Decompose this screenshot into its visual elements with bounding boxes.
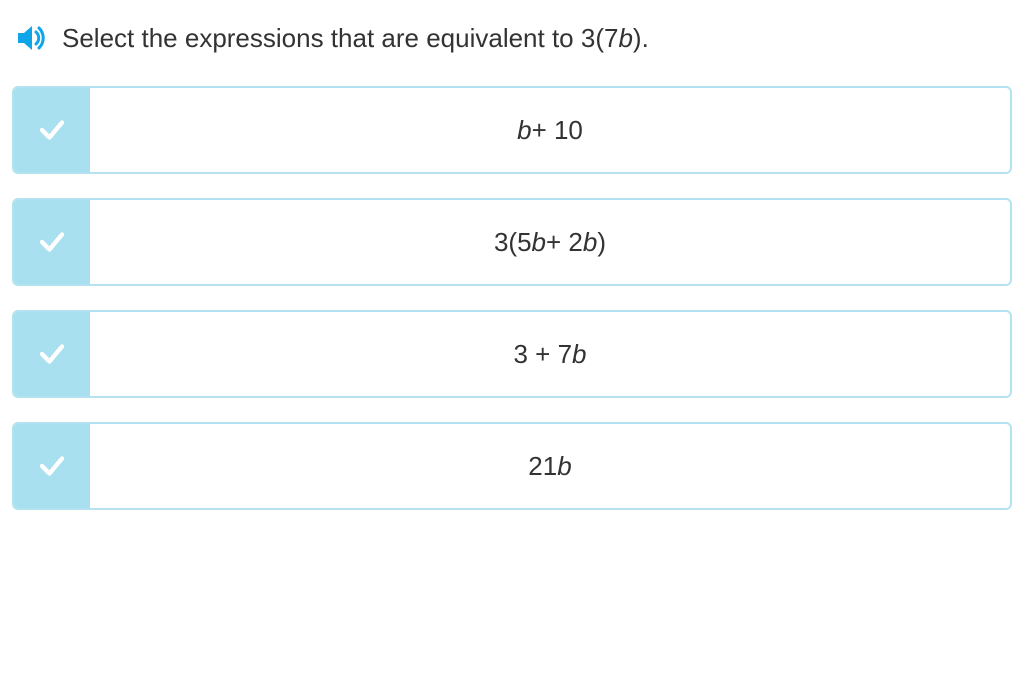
speaker-icon[interactable] — [14, 20, 50, 56]
question-prefix: Select the expressions that are equivale… — [62, 23, 581, 53]
option-2[interactable]: 3(5b + 2b) — [12, 198, 1012, 286]
option-checkbox[interactable] — [14, 312, 90, 396]
question-row: Select the expressions that are equivale… — [12, 20, 1012, 56]
question-expr-suffix: ). — [633, 23, 649, 53]
expr-text: ) — [597, 227, 606, 258]
question-text: Select the expressions that are equivale… — [62, 20, 649, 56]
checkmark-icon — [37, 339, 67, 369]
option-checkbox[interactable] — [14, 424, 90, 508]
checkmark-icon — [37, 227, 67, 257]
option-1[interactable]: b + 10 — [12, 86, 1012, 174]
expr-text: 21 — [528, 451, 557, 482]
expr-text: 3(5 — [494, 227, 532, 258]
expr-text: + 10 — [532, 115, 583, 146]
question-expr-plain: 3(7 — [581, 23, 619, 53]
expr-var: b — [572, 339, 586, 370]
expr-var: b — [557, 451, 571, 482]
option-label: 21b — [90, 424, 1010, 508]
options-list: b + 103(5b + 2b)3 + 7b21b — [12, 86, 1012, 510]
option-checkbox[interactable] — [14, 88, 90, 172]
expr-var: b — [583, 227, 597, 258]
expr-var: b — [517, 115, 531, 146]
option-4[interactable]: 21b — [12, 422, 1012, 510]
option-label: 3 + 7b — [90, 312, 1010, 396]
expr-text: + 2 — [546, 227, 583, 258]
expr-text: 3 + 7 — [513, 339, 572, 370]
option-label: 3(5b + 2b) — [90, 200, 1010, 284]
expr-var: b — [532, 227, 546, 258]
checkmark-icon — [37, 451, 67, 481]
checkmark-icon — [37, 115, 67, 145]
option-label: b + 10 — [90, 88, 1010, 172]
option-checkbox[interactable] — [14, 200, 90, 284]
option-3[interactable]: 3 + 7b — [12, 310, 1012, 398]
question-expr-var: b — [618, 23, 632, 53]
